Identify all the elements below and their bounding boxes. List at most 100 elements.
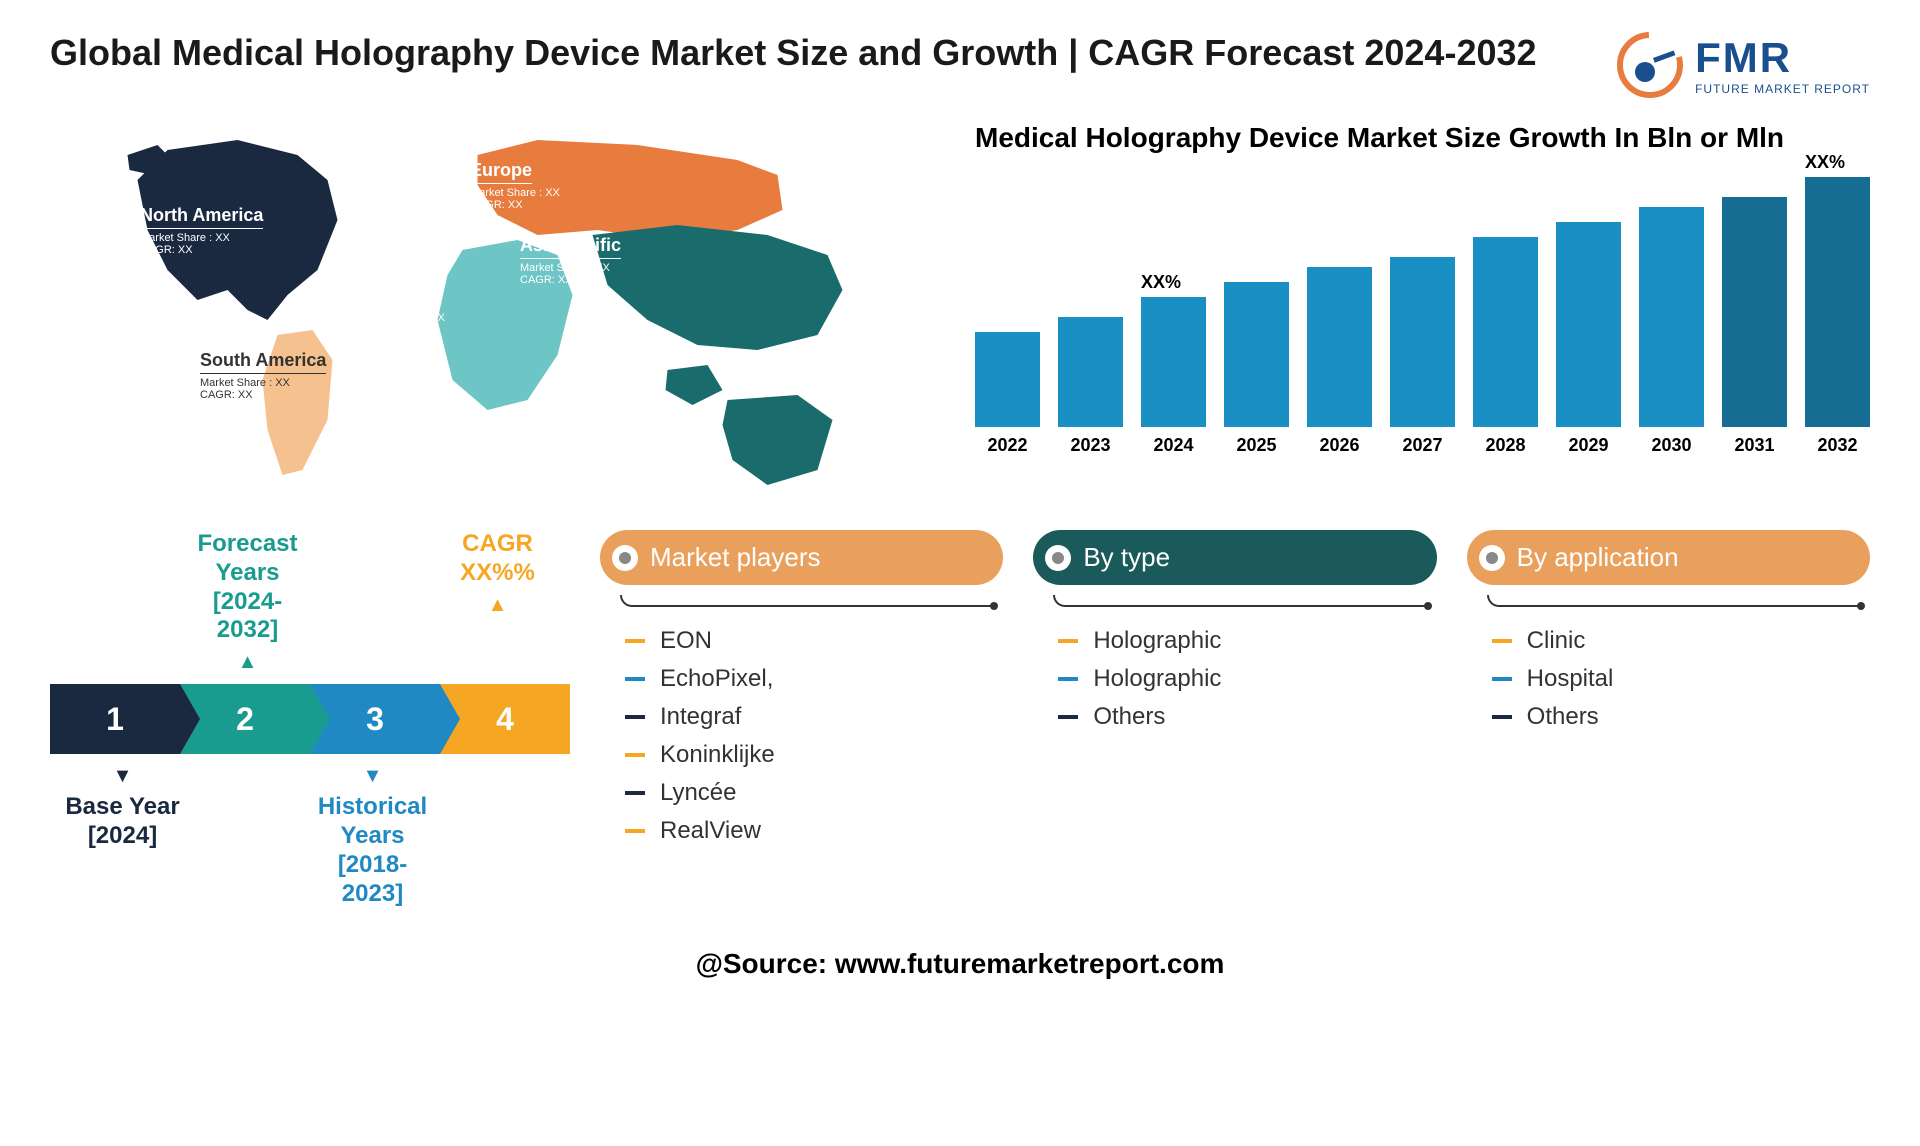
bullet-icon	[1492, 639, 1512, 643]
list-item: Koninklijke	[625, 736, 1003, 774]
list-item: Clinic	[1492, 622, 1870, 660]
bar	[1390, 257, 1455, 427]
region-label: North AmericaMarket Share : XXCAGR: XX	[140, 205, 263, 256]
logo-main-text: FMR	[1695, 34, 1870, 82]
bar	[1307, 267, 1372, 427]
category-title: By type	[1083, 542, 1170, 573]
bullet-icon	[1492, 715, 1512, 719]
timeline-bar: 1234	[50, 684, 570, 754]
arrow-down-icon: ▼	[310, 764, 435, 788]
bullet-icon	[1058, 677, 1078, 681]
bullet-icon	[625, 677, 645, 681]
item-label: Hospital	[1527, 665, 1614, 693]
bar-wrap: 2029	[1556, 222, 1621, 456]
region-label: South AmericaMarket Share : XXCAGR: XX	[200, 350, 326, 401]
underline-decoration	[1053, 595, 1426, 607]
category-header: By application	[1467, 530, 1870, 585]
page-title: Global Medical Holography Device Market …	[50, 30, 1537, 77]
item-label: Holographic	[1093, 665, 1221, 693]
bullet-icon	[625, 715, 645, 719]
underline-decoration	[1487, 595, 1860, 607]
base-label: Base Year	[65, 793, 179, 820]
category-title: By application	[1517, 542, 1679, 573]
bullet-icon	[1058, 639, 1078, 643]
bar	[975, 332, 1040, 427]
bar-label: 2032	[1817, 435, 1857, 456]
bar-label: 2030	[1651, 435, 1691, 456]
bar-label: 2031	[1734, 435, 1774, 456]
list-item: Holographic	[1058, 660, 1436, 698]
hist-label: Historical Years	[318, 793, 427, 849]
category-title: Market players	[650, 542, 821, 573]
hist-range: [2018-2023]	[338, 851, 407, 907]
category-column: By application Clinic Hospital Others	[1467, 530, 1870, 850]
list-item: Others	[1492, 698, 1870, 736]
cagr-value: XX%%	[460, 559, 535, 586]
bullet-icon	[1058, 715, 1078, 719]
item-label: Others	[1093, 703, 1165, 731]
bar-label: 2024	[1153, 435, 1193, 456]
bar-label: 2023	[1070, 435, 1110, 456]
item-label: RealView	[660, 817, 761, 845]
item-label: Integraf	[660, 703, 741, 731]
bar-wrap: 2031	[1722, 197, 1787, 456]
list-item: Others	[1058, 698, 1436, 736]
arrow-down-icon: ▲	[435, 593, 560, 617]
category-column: Market players EON EchoPixel, Integraf Konin…	[600, 530, 1003, 850]
list-item: Holographic	[1058, 622, 1436, 660]
bar-label: 2028	[1485, 435, 1525, 456]
underline-decoration	[620, 595, 993, 607]
arrow-down-icon: ▲	[185, 650, 310, 674]
bullet-icon	[625, 753, 645, 757]
item-label: Others	[1527, 703, 1599, 731]
bar-label: 2025	[1236, 435, 1276, 456]
bar-label: 2022	[987, 435, 1027, 456]
item-label: Holographic	[1093, 627, 1221, 655]
item-label: EON	[660, 627, 712, 655]
bar	[1058, 317, 1123, 427]
forecast-range: [2024-2032]	[213, 588, 282, 644]
forecast-label: Forecast Years	[197, 530, 297, 586]
bullet-icon	[1492, 677, 1512, 681]
bar: XX%	[1805, 177, 1870, 427]
list-item: EchoPixel,	[625, 660, 1003, 698]
list-item: Integraf	[625, 698, 1003, 736]
bar-chart-area: Medical Holography Device Market Size Gr…	[975, 120, 1870, 500]
cagr-label: CAGR	[462, 530, 533, 557]
base-range: [2024]	[88, 822, 157, 849]
timeline: Forecast Years [2024-2032] ▲ CAGR XX%% ▲…	[50, 530, 570, 908]
bar-chart: 20222023XX%20242025202620272028202920302…	[975, 176, 1870, 456]
bar	[1556, 222, 1621, 427]
category-header: Market players	[600, 530, 1003, 585]
bar-wrap: 2028	[1473, 237, 1538, 456]
bullet-icon	[625, 829, 645, 833]
bar: XX%	[1141, 297, 1206, 427]
region-label: EuropeMarket Share : XXCAGR: XX	[470, 160, 560, 211]
category-list: Holographic Holographic Others	[1033, 622, 1436, 736]
bar-annotation: XX%	[1141, 272, 1181, 293]
bar-wrap: XX% 2032	[1805, 177, 1870, 456]
bar-wrap: 2025	[1224, 282, 1289, 456]
chart-title: Medical Holography Device Market Size Gr…	[975, 120, 1870, 156]
bar-wrap: XX% 2024	[1141, 297, 1206, 456]
bar	[1639, 207, 1704, 427]
logo-sub-text: FUTURE MARKET REPORT	[1695, 82, 1870, 96]
item-label: Clinic	[1527, 627, 1586, 655]
bullet-icon	[625, 791, 645, 795]
item-label: EchoPixel,	[660, 665, 773, 693]
timeline-segment: 1	[50, 684, 180, 754]
list-item: RealView	[625, 812, 1003, 850]
bar-wrap: 2023	[1058, 317, 1123, 456]
bar	[1224, 282, 1289, 427]
list-item: Hospital	[1492, 660, 1870, 698]
arrow-down-icon: ▼	[60, 764, 185, 788]
bar-wrap: 2030	[1639, 207, 1704, 456]
bullet-icon	[1479, 545, 1505, 571]
logo: FMR FUTURE MARKET REPORT	[1615, 30, 1870, 100]
bar-wrap: 2022	[975, 332, 1040, 456]
bar	[1722, 197, 1787, 427]
category-list: EONEchoPixel,IntegrafKoninklijkeLyncéeRe…	[600, 622, 1003, 850]
bar-annotation: XX%	[1805, 152, 1845, 173]
region-label: MEAMarket Share : XXCAGR: XX	[355, 285, 445, 336]
bullet-icon	[1045, 545, 1071, 571]
